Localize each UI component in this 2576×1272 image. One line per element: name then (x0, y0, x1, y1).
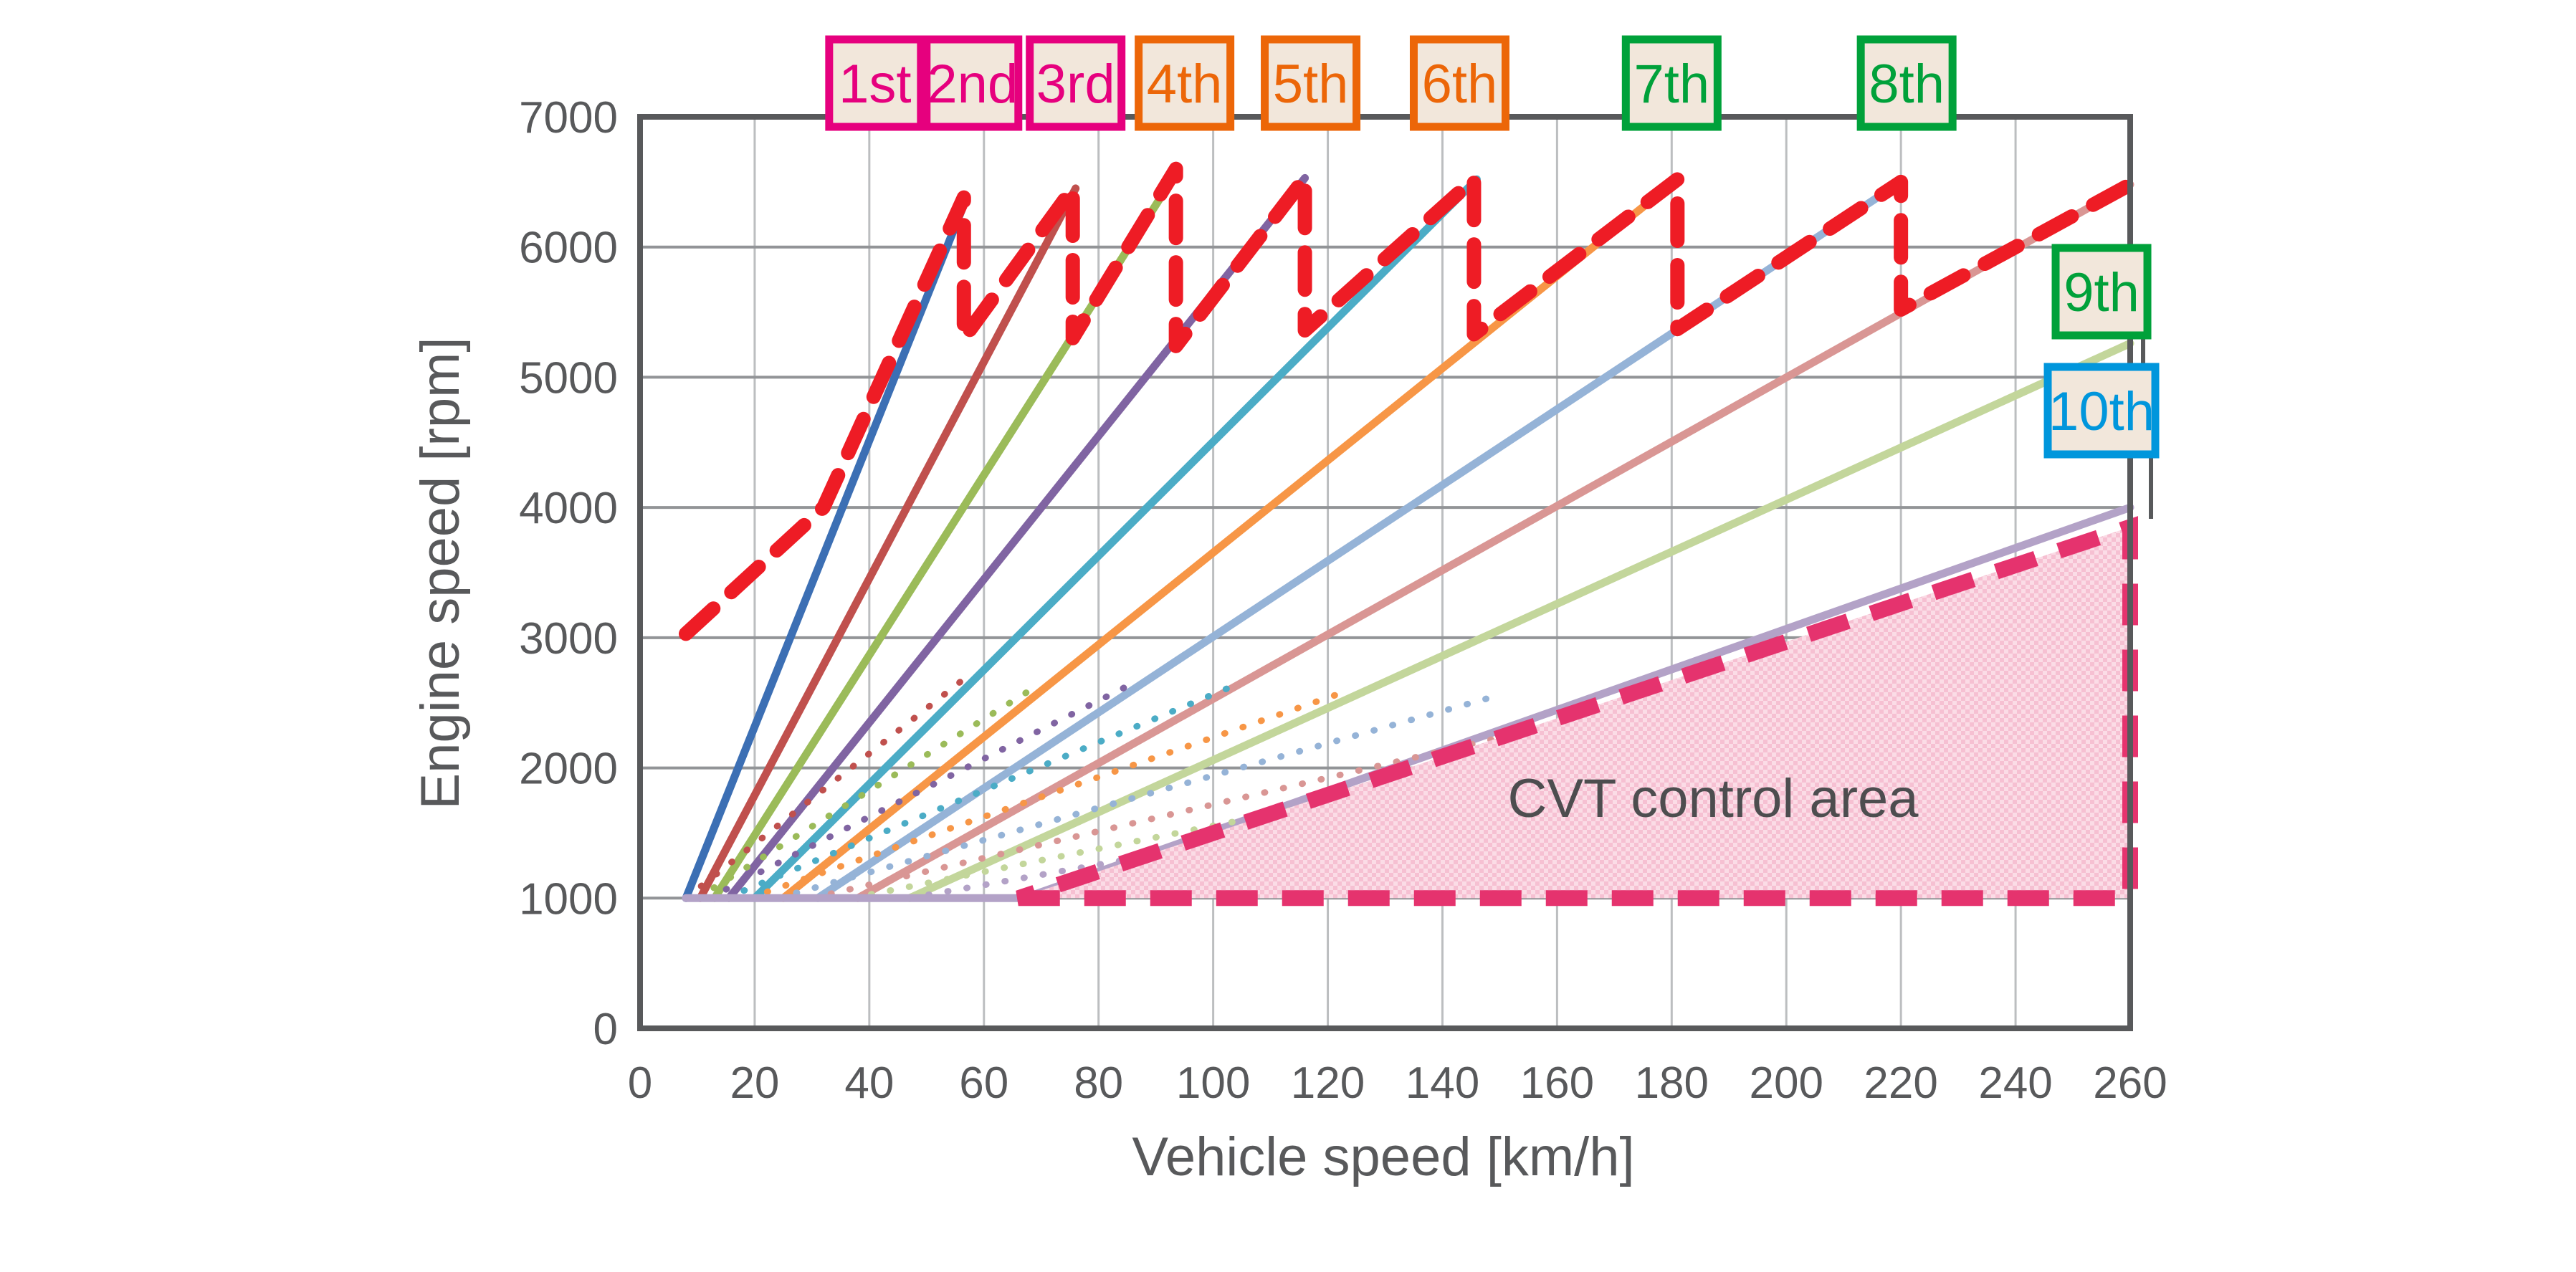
gear-label-text-2nd: 2nd (927, 54, 1018, 115)
x-tick-label-60: 60 (959, 1058, 1008, 1108)
gear-callout-labels: 1st 2nd 3rd 4th 5th 6th 7th 8th 9th 10th (825, 35, 2160, 519)
x-tick-label-0: 0 (628, 1058, 652, 1108)
cvt-control-area-polygon (1016, 516, 2138, 907)
y-tick-label-3000: 3000 (519, 614, 618, 664)
gear-line-7th-gear (814, 178, 1905, 902)
x-tick-label-120: 120 (1291, 1058, 1365, 1108)
gear-label-2nd[interactable]: 2nd (922, 35, 1023, 131)
gear-line-5th-gear (750, 175, 1481, 902)
gear-label-7th[interactable]: 7th (1621, 35, 1722, 131)
x-tick-label-20: 20 (730, 1058, 779, 1108)
gear-label-box-7th (1621, 35, 1722, 131)
x-tick-label-220: 220 (1864, 1058, 1937, 1108)
gear-label-box-2nd (922, 35, 1023, 131)
x-tick-label-260: 260 (2093, 1058, 2167, 1108)
cvt-control-area-label: CVT control area (1507, 768, 1919, 829)
gear-label-1st[interactable]: 1st (825, 35, 925, 131)
shift-schedule-polyline (678, 161, 2137, 641)
gear-line-1st-gear (682, 193, 971, 902)
x-tick-label-240: 240 (1978, 1058, 2052, 1108)
gear-line-8th-gear (854, 180, 2134, 902)
x-tick-label-160: 160 (1520, 1058, 1594, 1108)
gear-label-text-6th: 6th (1422, 54, 1498, 115)
gear-label-8th[interactable]: 8th (1856, 35, 1957, 131)
y-tick-label-7000: 7000 (519, 93, 618, 143)
y-axis-title: Engine speed [rpm] (410, 337, 471, 809)
gear-label-6th[interactable]: 6th (1409, 35, 1509, 131)
x-tick-label-40: 40 (844, 1058, 894, 1108)
gear-label-text-4th: 4th (1147, 54, 1223, 115)
y-tick-label-1000: 1000 (519, 874, 618, 924)
gear-label-text-1st: 1st (839, 54, 911, 115)
plot-frame (637, 114, 2133, 1031)
x-tick-label-80: 80 (1074, 1058, 1123, 1108)
gear-label-10th[interactable]: 10th (2043, 363, 2160, 519)
x-axis-title: Vehicle speed [km/h] (1132, 1127, 1634, 1187)
y-axis-tick-labels: 0 1000 2000 3000 4000 5000 6000 7000 (519, 93, 618, 1054)
gear-label-3rd[interactable]: 3rd (1026, 35, 1126, 131)
y-tick-label-5000: 5000 (519, 353, 618, 403)
x-tick-label-180: 180 (1635, 1058, 1709, 1108)
gear-label-box-1st (825, 35, 925, 131)
y-tick-label-6000: 6000 (519, 224, 618, 273)
gear-label-box-5th (1261, 35, 1361, 131)
x-tick-label-100: 100 (1176, 1058, 1250, 1108)
x-tick-label-200: 200 (1750, 1058, 1823, 1108)
gear-label-text-8th: 8th (1869, 54, 1945, 115)
gear-line-3rd-gear-alt (705, 679, 1137, 902)
y-tick-label-2000: 2000 (519, 745, 618, 794)
gear-line-2nd-gear (696, 184, 1080, 902)
x-axis-tick-labels: 0 20 40 60 80 100 120 140 160 180 200 220 240 260 (628, 1058, 2167, 1108)
gear-label-4th[interactable]: 4th (1135, 35, 1235, 131)
gear-label-box-9th (2051, 244, 2152, 340)
gear-label-box-4th (1135, 35, 1235, 131)
y-tick-label-0: 0 (593, 1005, 618, 1054)
gear-label-box-8th (1856, 35, 1957, 131)
gear-label-text-3rd: 3rd (1036, 54, 1115, 115)
cvt-control-area-shape (1016, 516, 2138, 907)
gear-label-9th[interactable]: 9th (2051, 244, 2152, 400)
gear-label-box-10th (2043, 363, 2160, 459)
gear-label-text-5th: 5th (1273, 54, 1349, 115)
gear-label-box-6th (1409, 35, 1509, 131)
gear-label-text-9th: 9th (2064, 262, 2139, 323)
y-tick-label-4000: 4000 (519, 484, 618, 533)
gear-label-text-10th: 10th (2048, 381, 2155, 442)
gear-line-1st-gear-alt (682, 673, 970, 902)
plot-border (637, 114, 2133, 1031)
gear-label-5th[interactable]: 5th (1261, 35, 1361, 131)
gear-label-box-3rd (1026, 35, 1126, 131)
gear-line-4th-gear-alt (722, 684, 1234, 902)
x-tick-label-140: 140 (1406, 1058, 1479, 1108)
shift-schedule-line (678, 161, 2137, 641)
gear-label-text-7th: 7th (1633, 54, 1709, 115)
